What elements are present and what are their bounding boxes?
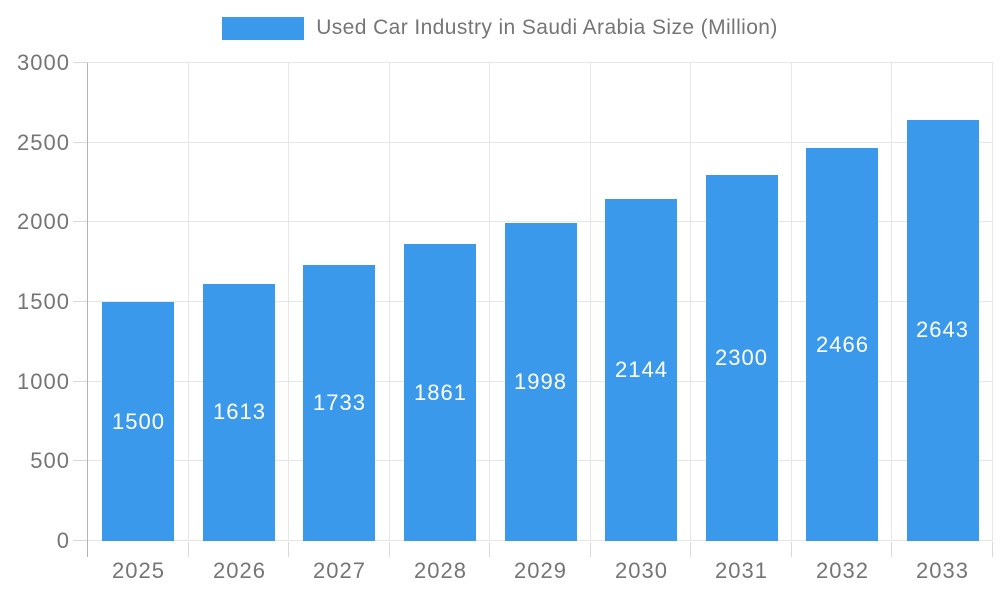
bar-value-label: 1613 xyxy=(213,399,266,424)
x-tick xyxy=(590,542,591,557)
legend-swatch xyxy=(222,16,305,40)
x-tick-label: 2030 xyxy=(615,558,668,583)
x-gridline xyxy=(791,63,792,541)
bar-2031[interactable] xyxy=(706,175,778,541)
x-tick xyxy=(690,542,691,557)
bar-value-label: 1998 xyxy=(514,369,567,394)
y-tick-label: 1000 xyxy=(17,369,70,394)
x-tick xyxy=(288,542,289,557)
x-tick-label: 2025 xyxy=(112,558,165,583)
y-tick xyxy=(73,62,88,63)
bar-2032[interactable] xyxy=(806,148,878,541)
y-tick xyxy=(73,381,88,382)
x-tick-label: 2031 xyxy=(715,558,768,583)
y-tick-label: 0 xyxy=(56,528,70,553)
bar-value-label: 2300 xyxy=(715,345,768,370)
x-tick-label: 2033 xyxy=(916,558,969,583)
y-tick xyxy=(73,142,88,143)
bar-2030[interactable] xyxy=(605,199,677,541)
bar-value-label: 2466 xyxy=(816,332,869,357)
x-gridline xyxy=(188,63,189,541)
x-gridline xyxy=(992,63,993,541)
x-tick xyxy=(891,542,892,557)
bar-value-label: 1500 xyxy=(112,409,165,434)
bar-value-label: 1861 xyxy=(414,380,467,405)
y-tick-label: 2000 xyxy=(17,209,70,234)
y-tick xyxy=(73,221,88,222)
x-tick xyxy=(791,542,792,557)
bar-2027[interactable] xyxy=(303,265,375,541)
bar-2028[interactable] xyxy=(404,244,476,541)
bar-2029[interactable] xyxy=(505,223,577,541)
bar-value-label: 2144 xyxy=(615,357,668,382)
x-tick xyxy=(188,542,189,557)
x-tick-label: 2029 xyxy=(514,558,567,583)
chart-legend: Used Car Industry in Saudi Arabia Size (… xyxy=(0,16,1000,40)
x-tick-label: 2026 xyxy=(213,558,266,583)
bar-value-label: 1733 xyxy=(313,390,366,415)
x-tick xyxy=(389,542,390,557)
x-gridline xyxy=(389,63,390,541)
x-gridline xyxy=(489,63,490,541)
y-tick-label: 500 xyxy=(30,448,70,473)
y-gridline xyxy=(88,62,993,63)
x-tick-label: 2032 xyxy=(816,558,869,583)
y-tick xyxy=(73,301,88,302)
bar-value-label: 2643 xyxy=(916,317,969,342)
y-tick-label: 1500 xyxy=(17,289,70,314)
x-tick xyxy=(489,542,490,557)
bar-2026[interactable] xyxy=(203,284,275,541)
x-gridline xyxy=(288,63,289,541)
x-tick xyxy=(992,542,993,557)
x-gridline xyxy=(891,63,892,541)
x-gridline xyxy=(690,63,691,541)
y-tick xyxy=(73,540,88,541)
y-gridline xyxy=(88,221,993,222)
y-tick xyxy=(73,460,88,461)
x-tick-label: 2028 xyxy=(414,558,467,583)
bar-2033[interactable] xyxy=(907,120,979,541)
y-axis-line xyxy=(87,63,88,557)
bar-2025[interactable] xyxy=(102,302,174,541)
y-gridline xyxy=(88,142,993,143)
y-tick-label: 2500 xyxy=(17,130,70,155)
x-gridline xyxy=(590,63,591,541)
legend-label: Used Car Industry in Saudi Arabia Size (… xyxy=(316,16,778,39)
y-tick-label: 3000 xyxy=(17,50,70,75)
x-tick-label: 2027 xyxy=(313,558,366,583)
